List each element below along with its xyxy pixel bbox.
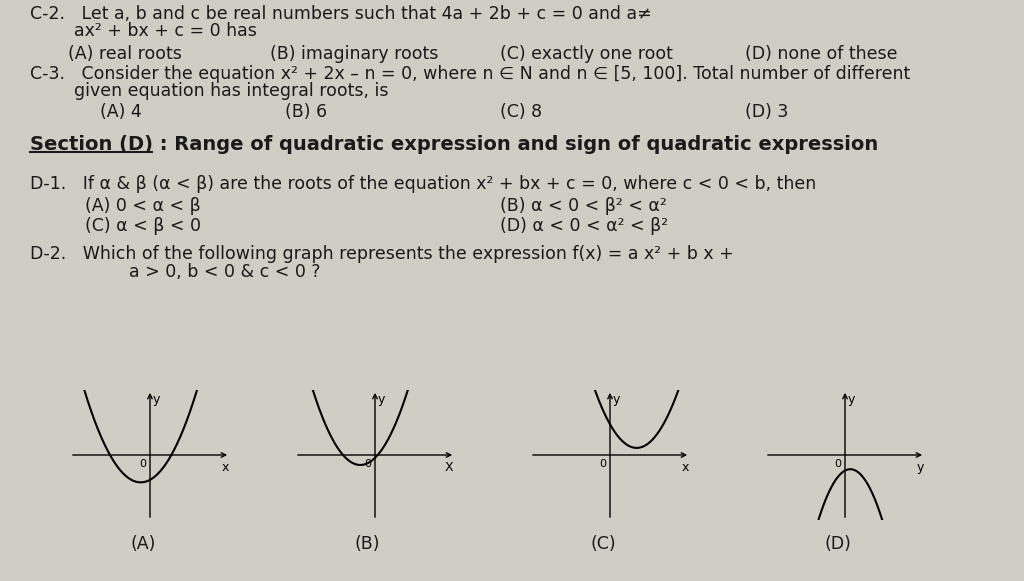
Text: y: y [153,393,160,406]
Text: (D) α < 0 < α² < β²: (D) α < 0 < α² < β² [500,217,668,235]
Text: 0: 0 [139,460,146,469]
Text: x: x [221,461,228,474]
Text: (A): (A) [130,535,156,553]
Text: y: y [848,393,855,406]
Text: C-2.   Let a, b and c be real numbers such that 4a + 2b + c = 0 and a≠: C-2. Let a, b and c be real numbers such… [30,5,651,23]
Text: X: X [445,461,454,474]
Text: (B) imaginary roots: (B) imaginary roots [270,45,438,63]
Text: given equation has integral roots, is: given equation has integral roots, is [30,82,388,100]
Text: x: x [681,461,689,474]
Text: (D) 3: (D) 3 [745,103,788,121]
Text: (A) 4: (A) 4 [100,103,141,121]
Text: 0: 0 [599,460,606,469]
Text: (C) 8: (C) 8 [500,103,542,121]
Text: (C) α < β < 0: (C) α < β < 0 [85,217,201,235]
Text: (B) 6: (B) 6 [285,103,327,121]
Text: (C): (C) [590,535,615,553]
Text: a > 0, b < 0 & c < 0 ?: a > 0, b < 0 & c < 0 ? [85,263,321,281]
Text: (B): (B) [355,535,381,553]
Text: D-1.   If α & β (α < β) are the roots of the equation x² + bx + c = 0, where c <: D-1. If α & β (α < β) are the roots of t… [30,175,816,193]
Text: ax² + bx + c = 0 has: ax² + bx + c = 0 has [30,22,257,40]
Text: (B) α < 0 < β² < α²: (B) α < 0 < β² < α² [500,197,667,215]
Text: y: y [378,393,385,406]
Text: (D): (D) [825,535,852,553]
Text: (A) real roots: (A) real roots [68,45,182,63]
Text: y: y [612,393,621,406]
Text: 0: 0 [364,460,371,469]
Text: D-2.   Which of the following graph represents the expression f(x) = a x² + b x : D-2. Which of the following graph repres… [30,245,734,263]
Text: (C) exactly one root: (C) exactly one root [500,45,673,63]
Text: y: y [916,461,924,474]
Text: (D) none of these: (D) none of these [745,45,897,63]
Text: C-3.   Consider the equation x² + 2x – n = 0, where n ∈ N and n ∈ [5, 100]. Tota: C-3. Consider the equation x² + 2x – n =… [30,65,910,83]
Text: 0: 0 [834,460,841,469]
Text: (A) 0 < α < β: (A) 0 < α < β [85,197,201,215]
Text: Section (D) : Range of quadratic expression and sign of quadratic expression: Section (D) : Range of quadratic express… [30,135,879,154]
